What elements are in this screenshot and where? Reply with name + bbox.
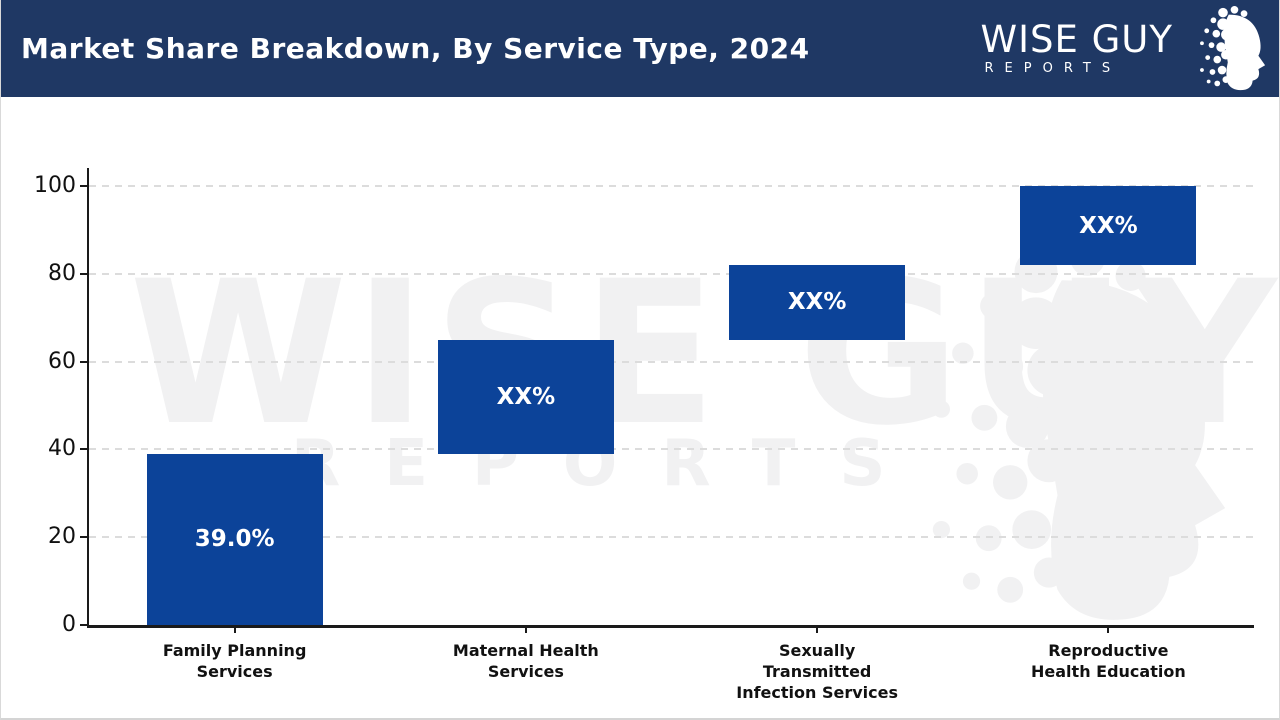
bar-value-label: XX%: [1079, 212, 1138, 239]
y-tick-40: [80, 448, 89, 451]
bar-value-label: XX%: [787, 289, 847, 316]
y-tick-0: [80, 624, 89, 626]
y-tick-60: [80, 360, 89, 363]
gridline-80: [89, 272, 1254, 275]
bar-value-label: 39.0%: [194, 526, 275, 553]
bar-value-label: XX%: [496, 383, 556, 410]
bar-sexually-transmitted-infection-services: XX%: [729, 265, 906, 340]
bar-maternal-health-services: XX%: [437, 339, 614, 454]
x-category-label-1: Maternal Health Services: [452, 641, 599, 681]
logo-wordmark: WISE GUY: [980, 18, 1173, 61]
x-category-label-0: Family Planning Services: [162, 641, 307, 681]
x-category-label-2: Sexually Transmitted Infection Services: [736, 641, 898, 702]
logo-face-icon: [1200, 5, 1266, 90]
y-tick-label-80: 80: [48, 260, 76, 286]
x-tick-3: [1107, 625, 1110, 633]
x-axis-line: [87, 625, 1254, 628]
x-tick-2: [816, 625, 819, 633]
gridline-60: [89, 360, 1254, 363]
header: Market Share Breakdown, By Service Type,…: [1, 0, 1279, 97]
page-title: Market Share Breakdown, By Service Type,…: [21, 32, 810, 65]
logo-text: WISE GUY REPORTS: [981, 21, 1173, 76]
y-tick-label-20: 20: [48, 524, 76, 550]
y-tick-80: [80, 272, 89, 275]
logo-subtext: REPORTS: [984, 61, 1122, 76]
y-tick-label-100: 100: [34, 173, 76, 198]
x-tick-1: [524, 625, 527, 633]
gridline-20: [89, 536, 1254, 539]
y-tick-20: [80, 536, 89, 539]
gridline-100: [89, 185, 1254, 187]
y-axis-line: [87, 168, 89, 628]
x-category-label-3: Reproductive Health Education: [1031, 641, 1186, 681]
bar-reproductive-health-education: XX%: [1020, 186, 1197, 266]
x-tick-0: [233, 625, 236, 633]
bar-family-planning-services: 39.0%: [146, 453, 323, 625]
y-tick-100: [80, 185, 89, 187]
y-tick-label-0: 0: [62, 612, 76, 637]
y-tick-label-40: 40: [48, 436, 76, 462]
wiseguy-logo: WISE GUY REPORTS: [981, 5, 1271, 93]
gridline-40: [89, 448, 1254, 451]
y-tick-label-60: 60: [48, 348, 76, 374]
